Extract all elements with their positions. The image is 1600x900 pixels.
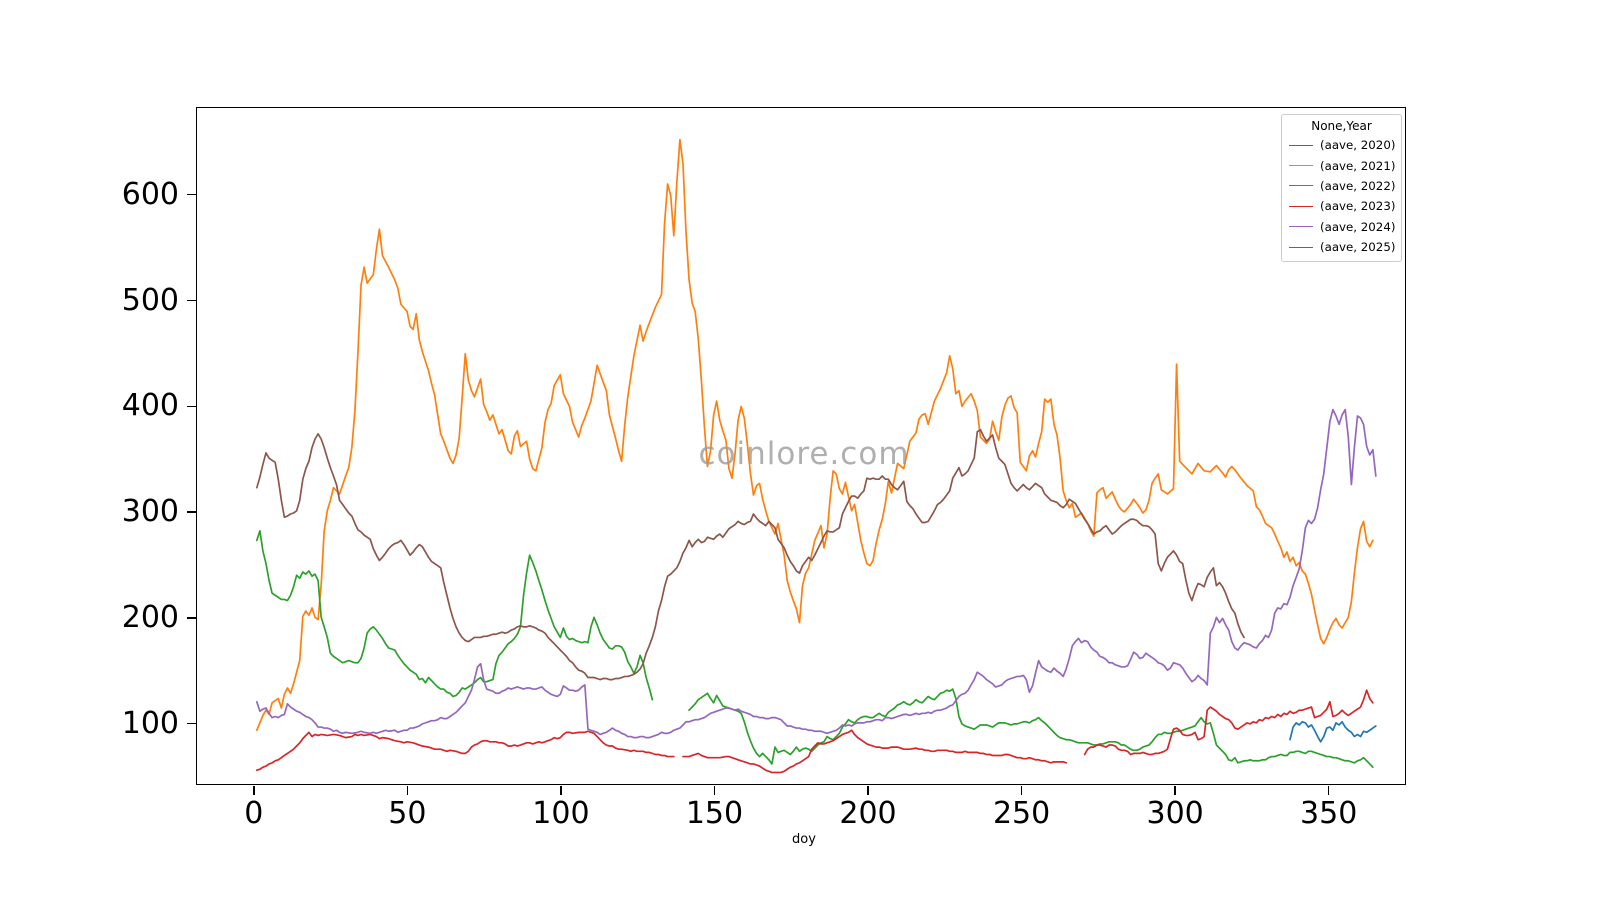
y-tick-label: 300 (121, 494, 179, 530)
legend-line-swatch-aave_2021 (1289, 165, 1313, 167)
legend-line-swatch-aave_2025 (1289, 246, 1313, 248)
x-tick-mark (867, 786, 869, 795)
line-aave_2020 (1289, 720, 1377, 743)
x-tick-label: 250 (992, 796, 1051, 831)
legend-title: None,Year (1311, 119, 1372, 133)
line-aave_2023 (1083, 689, 1374, 756)
y-tick-label: 100 (121, 705, 179, 741)
legend-line-swatch-aave_2022 (1289, 185, 1313, 187)
line-aave_2022 (688, 688, 1374, 768)
x-tick-mark (713, 786, 716, 795)
x-tick-mark (406, 786, 409, 795)
legend-label: (aave, 2021) (1320, 158, 1396, 173)
y-tick-label: 500 (121, 282, 179, 318)
legend-item-aave_2020: (aave, 2020) (1282, 135, 1401, 155)
x-tick-mark (253, 786, 255, 795)
x-tick-label: 0 (244, 796, 264, 831)
legend-line-swatch-aave_2023 (1289, 205, 1313, 207)
legend-label: (aave, 2024) (1320, 219, 1396, 234)
legend-items: (aave, 2020) (aave, 2021) (aave, 2022) (aav… (1282, 135, 1401, 257)
legend: None,Year (aave, 2020) (aave, 2021) (aave,… (1281, 114, 1402, 263)
y-tick-mark (187, 511, 197, 513)
y-tick-label: 400 (121, 388, 179, 424)
x-tick-mark (1327, 786, 1330, 795)
legend-line-swatch-aave_2024 (1289, 226, 1313, 228)
x-tick-mark (1020, 786, 1023, 795)
plot-area: coinlore.com 100 200 300 400 500 600 0 50 100 15… (122, 107, 1406, 847)
x-tick-label: 350 (1300, 796, 1358, 831)
legend-item-aave_2024: (aave, 2024) (1282, 217, 1401, 237)
x-tick-label: 50 (388, 796, 427, 831)
x-tick-label: 200 (839, 796, 897, 831)
y-tick-mark (187, 405, 197, 408)
x-tick-mark (1174, 786, 1176, 795)
legend-label: (aave, 2020) (1320, 138, 1396, 153)
y-tick-mark (187, 193, 197, 196)
x-tick-label: 150 (685, 796, 744, 831)
line-aave_2023 (682, 729, 1068, 774)
legend-label: (aave, 2023) (1320, 199, 1396, 214)
x-tick-label: 300 (1146, 796, 1204, 831)
y-tick-mark (187, 299, 197, 302)
x-tick-label: 100 (532, 796, 590, 831)
legend-item-aave_2023: (aave, 2023) (1282, 196, 1401, 216)
line-aave_2024 (255, 408, 1377, 739)
legend-label: (aave, 2022) (1320, 178, 1396, 193)
legend-item-aave_2022: (aave, 2022) (1282, 176, 1401, 196)
y-tick-label: 600 (121, 176, 179, 212)
legend-label: (aave, 2025) (1320, 240, 1396, 255)
line-aave_2023 (255, 730, 675, 772)
legend-line-swatch-aave_2020 (1289, 144, 1313, 146)
line-aave_2021 (255, 138, 1374, 732)
y-tick-label: 200 (121, 599, 179, 635)
line-chart (255, 138, 1377, 774)
legend-item-aave_2021: (aave, 2021) (1282, 155, 1401, 175)
legend-item-aave_2025: (aave, 2025) (1282, 237, 1401, 257)
line-aave_2022 (255, 530, 654, 701)
y-tick-mark (187, 722, 197, 725)
x-tick-mark (560, 786, 562, 795)
y-tick-mark (187, 617, 197, 619)
line-aave_2025 (255, 428, 1245, 681)
x-axis-label: doy (792, 832, 816, 847)
